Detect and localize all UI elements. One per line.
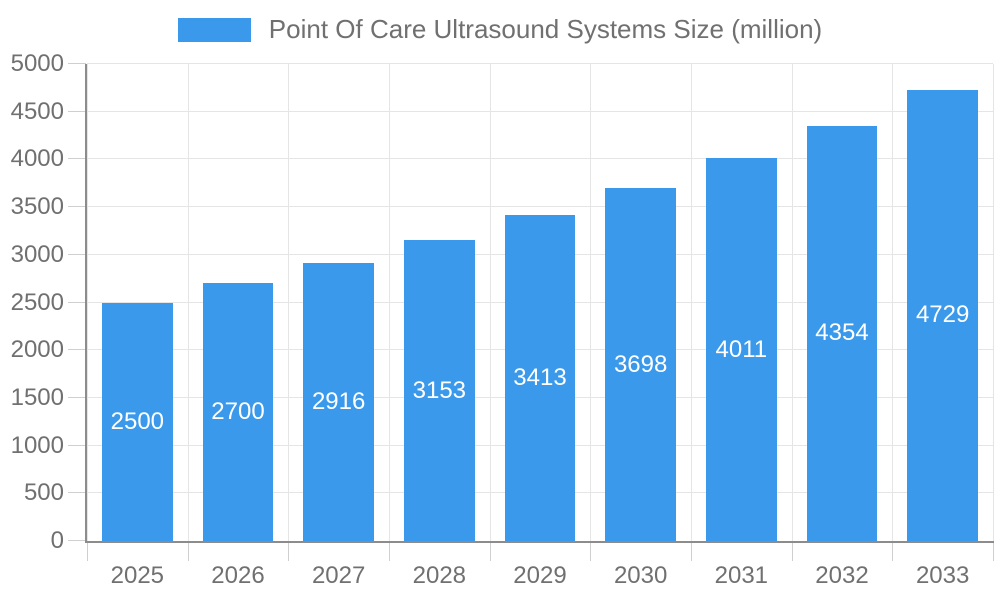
gridline-horizontal — [87, 63, 993, 64]
x-axis-label-2031: 2031 — [714, 562, 769, 589]
y-axis-line — [85, 64, 87, 543]
y-axis-label: 1000 — [10, 431, 64, 459]
y-axis-label: 4000 — [10, 145, 64, 173]
y-axis-tick — [68, 63, 86, 64]
x-axis-tick — [691, 543, 692, 561]
bar-2030: 3698 — [605, 188, 677, 541]
gridline-vertical — [993, 64, 994, 541]
x-axis-tick — [389, 543, 390, 561]
gridline-vertical — [389, 64, 390, 541]
y-axis-label: 2000 — [10, 336, 64, 364]
y-axis-tick — [68, 349, 86, 351]
x-axis-tick — [892, 543, 893, 561]
x-axis-label-2033: 2033 — [915, 562, 970, 589]
y-axis-label: 1500 — [10, 383, 64, 411]
bar-value-label: 4011 — [715, 335, 768, 363]
bar-value-label: 2916 — [311, 387, 366, 415]
bar-value-label: 2700 — [211, 398, 265, 426]
gridline-vertical — [892, 64, 893, 541]
gridline-vertical — [490, 64, 491, 541]
bar-value-label: 3698 — [613, 350, 668, 378]
gridline-vertical — [188, 64, 189, 541]
x-axis-label-2030: 2030 — [613, 562, 668, 589]
x-axis-label-2026: 2026 — [211, 562, 265, 589]
y-axis-tick — [68, 110, 86, 112]
bar-2032: 4354 — [806, 125, 878, 541]
x-axis-label-2029: 2029 — [513, 562, 567, 589]
y-axis-tick — [68, 206, 86, 208]
x-axis-tick — [490, 543, 491, 561]
y-axis-tick — [68, 253, 86, 255]
bar-2029: 3413 — [504, 215, 576, 541]
y-axis-label: 3000 — [10, 240, 64, 268]
bar-2033: 4729 — [907, 89, 979, 541]
y-axis-label: 2500 — [10, 288, 64, 316]
gridline-vertical — [792, 64, 793, 541]
y-axis-tick — [68, 540, 86, 541]
x-axis-label-2032: 2032 — [815, 562, 869, 589]
gridline-vertical — [87, 64, 88, 541]
legend-label[interactable]: Point Of Care Ultrasound Systems Size (m… — [268, 14, 823, 44]
x-axis-tick — [590, 543, 591, 561]
legend: Point Of Care Ultrasound Systems Size (m… — [0, 14, 1000, 45]
y-axis-label: 500 — [23, 479, 64, 507]
bar-value-label: 3413 — [513, 364, 567, 392]
bar-value-label: 4354 — [815, 319, 869, 347]
bar-value-label: 4729 — [915, 301, 970, 329]
bar-2026: 2700 — [202, 283, 274, 541]
x-axis-label-2027: 2027 — [311, 562, 366, 589]
bar-2028: 3153 — [403, 240, 475, 541]
x-axis-line — [85, 541, 994, 543]
gridline-vertical — [288, 64, 289, 541]
gridline-vertical — [590, 64, 591, 541]
y-axis-tick — [68, 301, 86, 303]
bar-2025: 2500 — [101, 302, 173, 541]
bar-value-label: 2500 — [110, 407, 165, 435]
gridline-vertical — [691, 64, 692, 541]
y-axis-label: 5000 — [10, 50, 64, 77]
y-axis-tick — [68, 396, 86, 398]
x-axis-label-2025: 2025 — [110, 562, 165, 589]
x-axis-tick — [87, 543, 88, 561]
x-axis-tick — [188, 543, 189, 561]
y-axis-label: 4500 — [10, 97, 64, 125]
y-axis-label: 3500 — [10, 193, 64, 221]
bar-2031: 4011 — [705, 158, 777, 541]
gridline-horizontal — [87, 110, 993, 112]
y-axis-tick — [68, 492, 86, 494]
x-axis-tick — [993, 543, 994, 561]
y-axis-label: 0 — [50, 527, 64, 554]
gridline-horizontal — [87, 158, 993, 160]
y-axis-tick — [68, 444, 86, 446]
y-axis-tick — [68, 158, 86, 160]
legend-swatch[interactable] — [177, 17, 251, 42]
x-axis-label-2028: 2028 — [412, 562, 467, 589]
gridline-horizontal — [87, 206, 993, 208]
bar-2027: 2916 — [303, 262, 375, 541]
bar-value-label: 3153 — [412, 376, 467, 404]
x-axis-tick — [792, 543, 793, 561]
x-axis-tick — [288, 543, 289, 561]
